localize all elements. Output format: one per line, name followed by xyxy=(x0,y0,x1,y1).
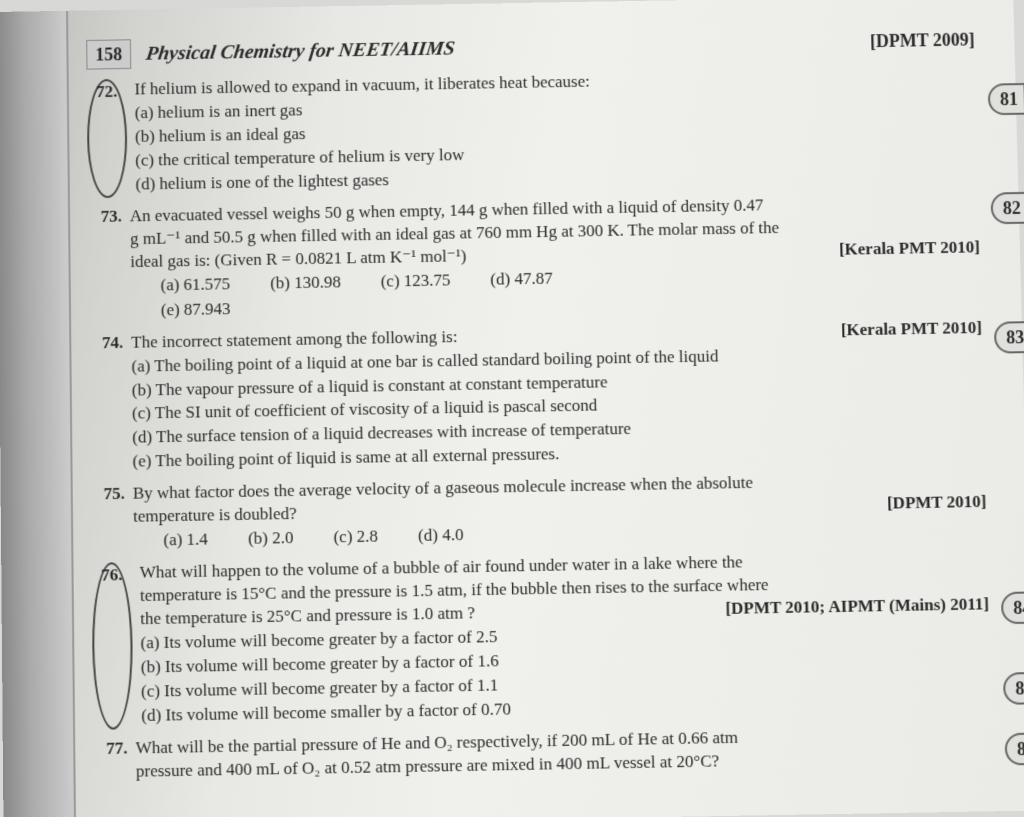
option-a: (a) 61.575 xyxy=(160,273,230,297)
question-76: 76. What will happen to the volume of a … xyxy=(91,547,991,729)
question-text-line: temperature is doubled? xyxy=(133,503,297,529)
header-source-tag: [DPMT 2009] xyxy=(870,28,975,54)
source-tag: [DPMT 2010] xyxy=(887,491,987,516)
option-b: (b) 130.98 xyxy=(270,271,341,295)
source-tag: [DPMT 2010; AIPMT (Mains) 2011] xyxy=(725,593,989,621)
question-number: 73. xyxy=(88,206,123,325)
option-c: (c) 2.8 xyxy=(333,526,378,550)
question-number: 74. xyxy=(89,332,124,476)
page-number: 158 xyxy=(86,39,131,70)
option-d: (d) 47.87 xyxy=(490,268,553,292)
side-badge-86: 86 xyxy=(1004,732,1024,765)
option-c: (c) 123.75 xyxy=(381,269,451,293)
option-b: (b) 2.0 xyxy=(248,527,294,551)
question-75: 75. By what factor does the average velo… xyxy=(91,468,988,555)
option-a: (a) 1.4 xyxy=(163,529,208,553)
option-d: (d) 4.0 xyxy=(418,524,464,548)
side-badge-84: 84 xyxy=(1001,591,1024,624)
book-page: 81 82 83 84 85 86 158 Physical Chemistry… xyxy=(0,0,1024,817)
question-74: 74. The incorrect statement among the fo… xyxy=(89,317,985,476)
side-badge-85: 85 xyxy=(1003,672,1024,705)
page-header: 158 Physical Chemistry for NEET/AIIMS [D… xyxy=(86,25,975,70)
question-number: 75. xyxy=(91,483,126,555)
question-77: 77. What will be the partial pressure of… xyxy=(93,722,993,784)
source-tag: [Kerala PMT 2010] xyxy=(841,317,983,342)
side-badge-81: 81 xyxy=(988,83,1024,116)
question-number: 76. xyxy=(91,562,133,730)
question-73: 73. An evacuated vessel weighs 50 g when… xyxy=(88,191,982,324)
question-number: 72. xyxy=(87,79,128,198)
question-72: 72. If helium is allowed to expand in va… xyxy=(87,64,979,198)
side-badge-83: 83 xyxy=(994,321,1024,354)
option-e: (e) 87.943 xyxy=(161,298,231,322)
side-badge-82: 82 xyxy=(990,192,1024,225)
source-tag: [Kerala PMT 2010] xyxy=(839,236,980,261)
book-spine xyxy=(0,11,76,817)
book-title: Physical Chemistry for NEET/AIIMS xyxy=(144,36,456,68)
question-number: 77. xyxy=(93,737,128,784)
